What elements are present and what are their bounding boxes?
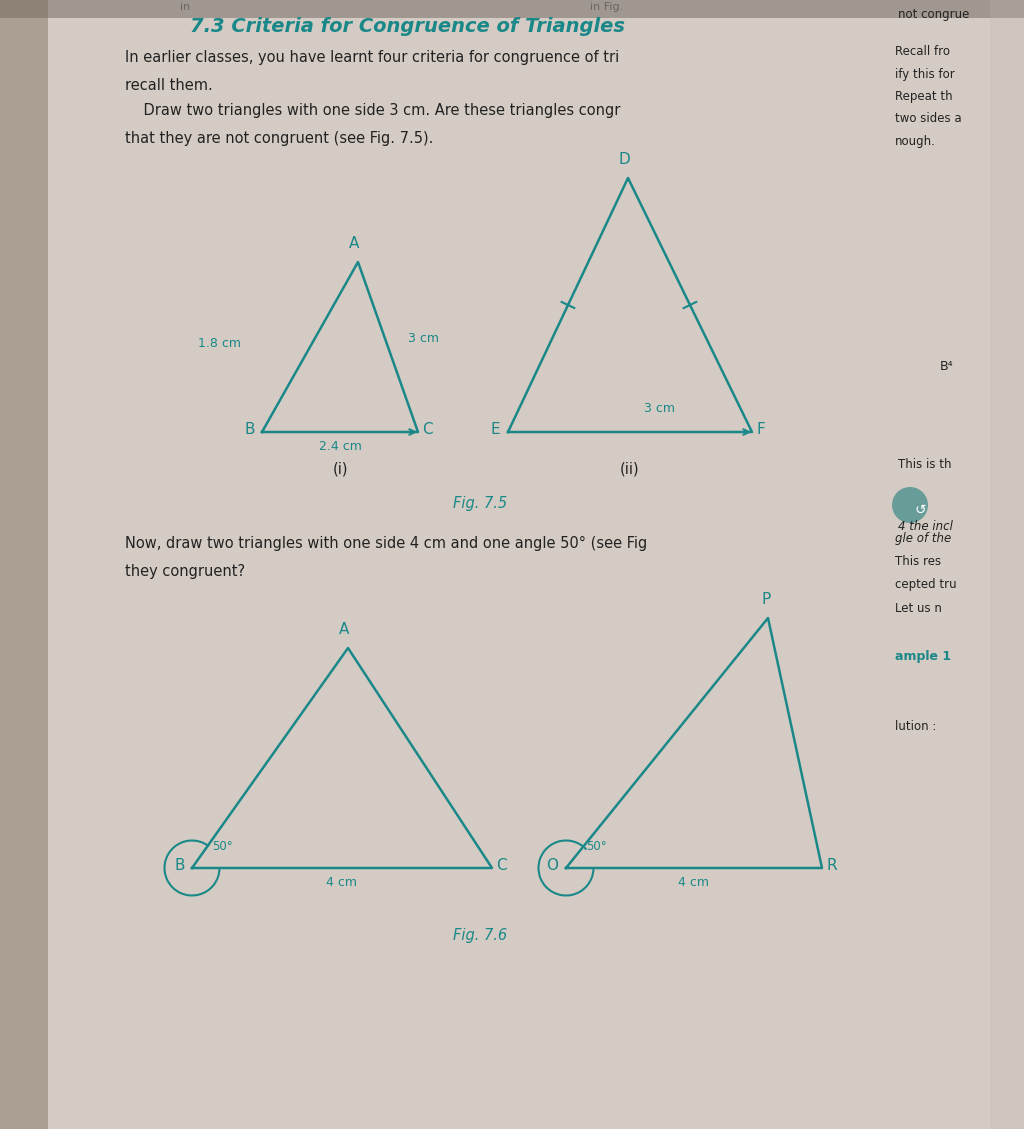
Text: gle of the: gle of the [895,532,951,545]
Text: in: in [180,2,190,12]
Text: not congrue: not congrue [898,8,970,21]
Text: 3 cm: 3 cm [644,402,676,415]
Text: (i): (i) [332,462,348,476]
Text: In earlier classes, you have learnt four criteria for congruence of tri: In earlier classes, you have learnt four… [125,50,620,65]
Text: Draw two triangles with one side 3 cm. Are these triangles congr: Draw two triangles with one side 3 cm. A… [125,103,621,119]
Text: Repeat th: Repeat th [895,90,952,103]
Circle shape [892,487,928,523]
Text: P: P [762,592,771,607]
Text: Fig. 7.5: Fig. 7.5 [453,496,507,511]
Text: lution :: lution : [895,720,936,733]
Text: E: E [490,422,500,437]
Text: ample 1: ample 1 [895,650,951,663]
Text: B: B [244,422,255,437]
Text: A: A [339,622,349,637]
Text: they congruent?: they congruent? [125,564,245,579]
Text: that they are not congruent (see Fig. 7.5).: that they are not congruent (see Fig. 7.… [125,131,433,146]
Text: 1.8 cm: 1.8 cm [199,336,242,350]
Text: 50°: 50° [586,840,606,854]
Bar [0,0,48,1129]
Text: R: R [826,858,837,873]
Text: nough.: nough. [895,135,936,148]
Text: ify this for: ify this for [895,68,954,81]
Bar [0,0,1024,18]
Text: This is th: This is th [898,458,951,471]
Text: ↺: ↺ [914,504,926,517]
Bar [990,0,1024,1129]
Text: 4 cm: 4 cm [679,876,710,889]
Text: B: B [174,858,184,873]
Text: This res: This res [895,555,941,568]
Text: F: F [756,422,765,437]
Text: O: O [546,858,558,873]
Text: C: C [496,858,507,873]
Text: Recall fro: Recall fro [895,45,950,58]
Text: B⁴: B⁴ [940,360,953,373]
Text: 50°: 50° [212,840,232,854]
Text: (ii): (ii) [621,462,640,476]
Text: 4 cm: 4 cm [327,876,357,889]
Text: 7.3 Criteria for Congruence of Triangles: 7.3 Criteria for Congruence of Triangles [190,17,625,36]
Text: Fig. 7.6: Fig. 7.6 [453,928,507,943]
Text: recall them.: recall them. [125,78,213,93]
Text: 2.4 cm: 2.4 cm [318,440,361,453]
Text: Let us n: Let us n [895,602,942,615]
Text: C: C [422,422,432,437]
Text: two sides a: two sides a [895,112,962,125]
Text: in Fig.: in Fig. [590,2,624,12]
Text: Now, draw two triangles with one side 4 cm and one angle 50° (see Fig: Now, draw two triangles with one side 4 … [125,536,647,551]
Text: 3 cm: 3 cm [408,332,439,345]
Text: 4 the incl: 4 the incl [898,520,953,533]
Text: A: A [349,236,359,251]
Text: D: D [618,152,630,167]
Text: cepted tru: cepted tru [895,578,956,590]
